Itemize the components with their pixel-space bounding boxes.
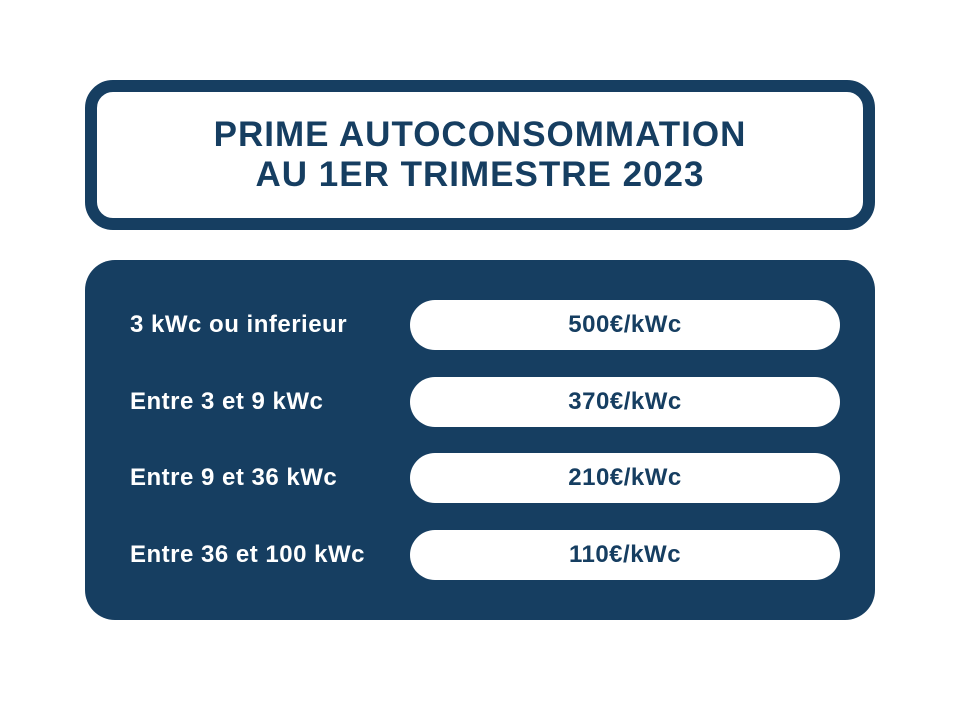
row-value-pill: 500€/kWc (410, 300, 840, 350)
title-inner-frame: PRIME AUTOCONSOMMATION AU 1ER TRIMESTRE … (105, 100, 855, 210)
table-row: Entre 36 et 100 kWc 110€/kWc (120, 530, 840, 580)
table-row: Entre 9 et 36 kWc 210€/kWc (120, 453, 840, 503)
table-row: 3 kWc ou inferieur 500€/kWc (120, 300, 840, 350)
canvas: PRIME AUTOCONSOMMATION AU 1ER TRIMESTRE … (0, 0, 960, 720)
row-value-pill: 210€/kWc (410, 453, 840, 503)
row-label: Entre 36 et 100 kWc (120, 541, 410, 569)
row-label: Entre 3 et 9 kWc (120, 388, 410, 416)
row-value-pill: 110€/kWc (410, 530, 840, 580)
row-label: Entre 9 et 36 kWc (120, 464, 410, 492)
table-row: Entre 3 et 9 kWc 370€/kWc (120, 377, 840, 427)
row-value-pill: 370€/kWc (410, 377, 840, 427)
row-label: 3 kWc ou inferieur (120, 311, 410, 339)
title-outer-frame: PRIME AUTOCONSOMMATION AU 1ER TRIMESTRE … (85, 80, 875, 230)
rates-panel: 3 kWc ou inferieur 500€/kWc Entre 3 et 9… (85, 260, 875, 620)
title-text: PRIME AUTOCONSOMMATION AU 1ER TRIMESTRE … (214, 115, 747, 196)
